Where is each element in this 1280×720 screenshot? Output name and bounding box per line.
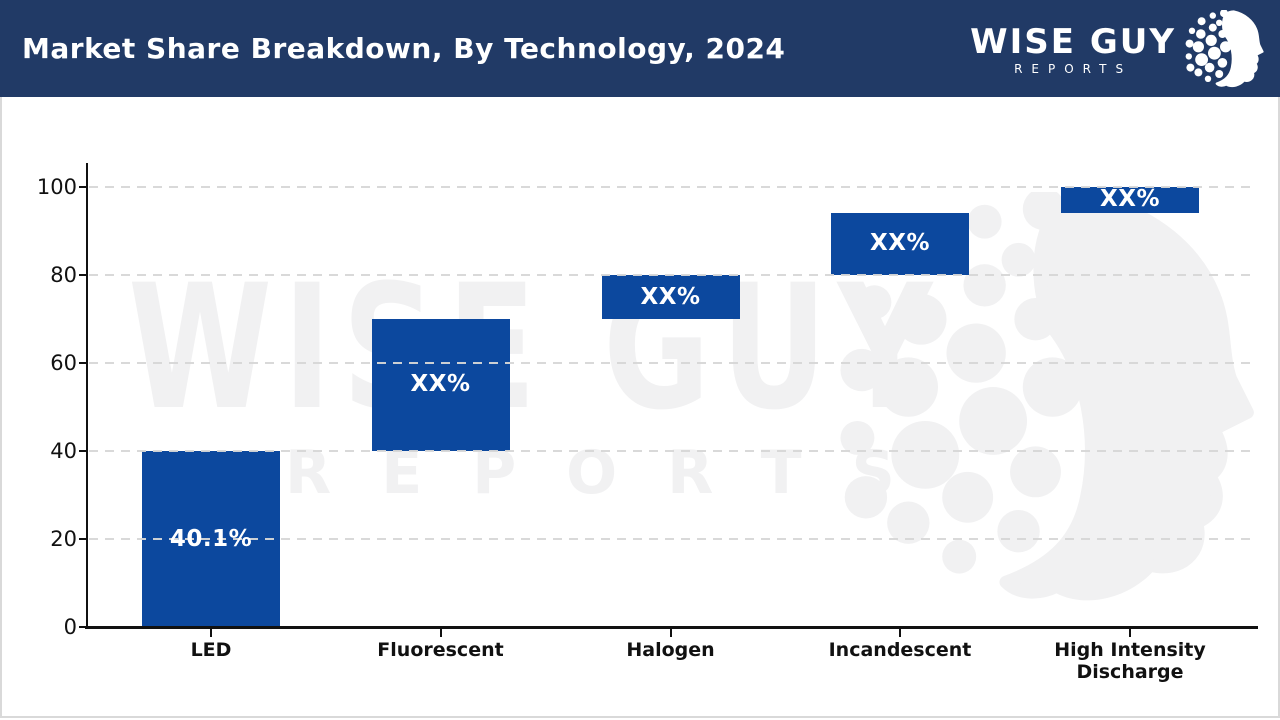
- page-title: Market Share Breakdown, By Technology, 2…: [22, 32, 786, 65]
- header-bar: Market Share Breakdown, By Technology, 2…: [0, 0, 1280, 97]
- y-tick-label: 60: [50, 351, 77, 375]
- bar-label: XX%: [640, 283, 701, 310]
- bar: [1061, 187, 1199, 213]
- x-tick: [439, 629, 442, 637]
- x-tick-label: Fluorescent: [377, 639, 504, 661]
- logo-sub-text: REPORTS: [1014, 62, 1133, 76]
- logo: WISE GUY REPORTS: [970, 10, 1266, 90]
- y-tick-label: 100: [36, 175, 77, 199]
- x-tick-label: LED: [190, 639, 232, 661]
- x-tick-label: Incandescent: [828, 639, 972, 661]
- gridline: [89, 450, 1257, 452]
- y-tick-label: 20: [50, 527, 77, 551]
- y-tick: [79, 626, 87, 628]
- y-tick-label: 0: [63, 615, 77, 639]
- watermark-face-icon: [840, 192, 1254, 601]
- bar: [601, 274, 740, 319]
- x-axis-line: [85, 626, 1258, 629]
- watermark-text: WISE GUY: [128, 247, 944, 448]
- gridline: [89, 186, 1257, 188]
- x-tick: [899, 629, 901, 637]
- x-tick: [210, 629, 212, 637]
- gridline: [89, 538, 1257, 540]
- x-tick-label: High Intensity Discharge: [1054, 639, 1206, 683]
- logo-name-text: WISE GUY: [970, 22, 1176, 62]
- bar-label: 40.1%: [169, 525, 253, 552]
- x-tick-label: Halogen: [626, 639, 715, 661]
- gridline: [89, 362, 1257, 364]
- bar: [371, 319, 510, 451]
- y-tick-label: 40: [50, 439, 77, 463]
- logo-face-icon: [1185, 10, 1264, 88]
- logo-text-block: WISE GUY REPORTS: [970, 24, 1176, 76]
- bar: [831, 212, 969, 275]
- y-tick: [79, 274, 87, 276]
- bar-label: XX%: [410, 371, 471, 397]
- y-axis-line: [86, 163, 88, 629]
- bar-label: XX%: [869, 229, 930, 256]
- y-tick: [79, 186, 87, 188]
- y-tick: [79, 450, 87, 452]
- x-tick: [669, 629, 672, 637]
- y-tick: [79, 538, 87, 540]
- x-tick: [1129, 629, 1131, 637]
- bar-label: XX%: [1099, 186, 1160, 212]
- y-tick-label: 80: [50, 263, 77, 287]
- y-tick: [79, 362, 87, 364]
- gridline: [89, 274, 1257, 276]
